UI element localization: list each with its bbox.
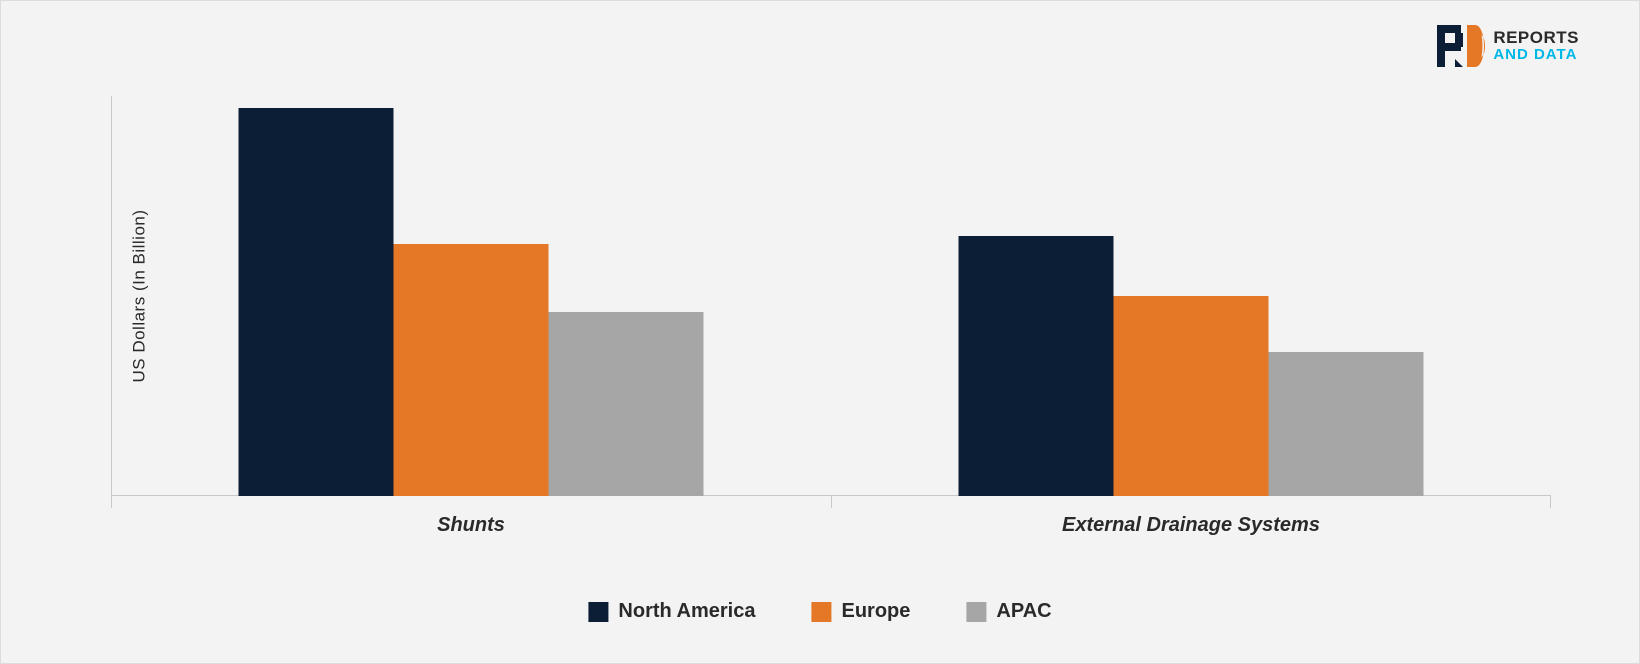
bar-europe (394, 244, 549, 496)
bar-north-america (239, 108, 394, 496)
bar-apac (1269, 352, 1424, 496)
bar-cluster (239, 96, 704, 496)
legend-swatch (811, 602, 831, 622)
legend-swatch (966, 602, 986, 622)
legend-label: North America (618, 600, 755, 623)
bar-north-america (959, 236, 1114, 496)
bar-apac (549, 312, 704, 496)
legend: North America Europe APAC (588, 600, 1051, 623)
legend-label: Europe (841, 600, 910, 623)
x-axis-tick (831, 496, 832, 508)
legend-label: APAC (996, 600, 1051, 623)
logo-text-line1: REPORTS (1493, 29, 1579, 47)
brand-logo: REPORTS AND DATA (1437, 25, 1579, 67)
bar-cluster (959, 96, 1424, 496)
x-axis-tick (111, 496, 112, 508)
category-label: Shunts (437, 514, 505, 537)
bar-europe (1114, 296, 1269, 496)
x-axis-tick (1550, 496, 1551, 508)
bar-group: External Drainage Systems (831, 96, 1551, 496)
bar-group: Shunts (111, 96, 831, 496)
logo-text: REPORTS AND DATA (1493, 29, 1579, 63)
category-label: External Drainage Systems (1062, 514, 1320, 537)
bar-chart: US Dollars (In Billion) Shunts External … (111, 96, 1551, 496)
logo-mark-icon (1437, 25, 1485, 67)
legend-item: APAC (966, 600, 1051, 623)
legend-item: Europe (811, 600, 910, 623)
logo-text-line2: AND DATA (1493, 47, 1579, 63)
legend-swatch (588, 602, 608, 622)
legend-item: North America (588, 600, 755, 623)
